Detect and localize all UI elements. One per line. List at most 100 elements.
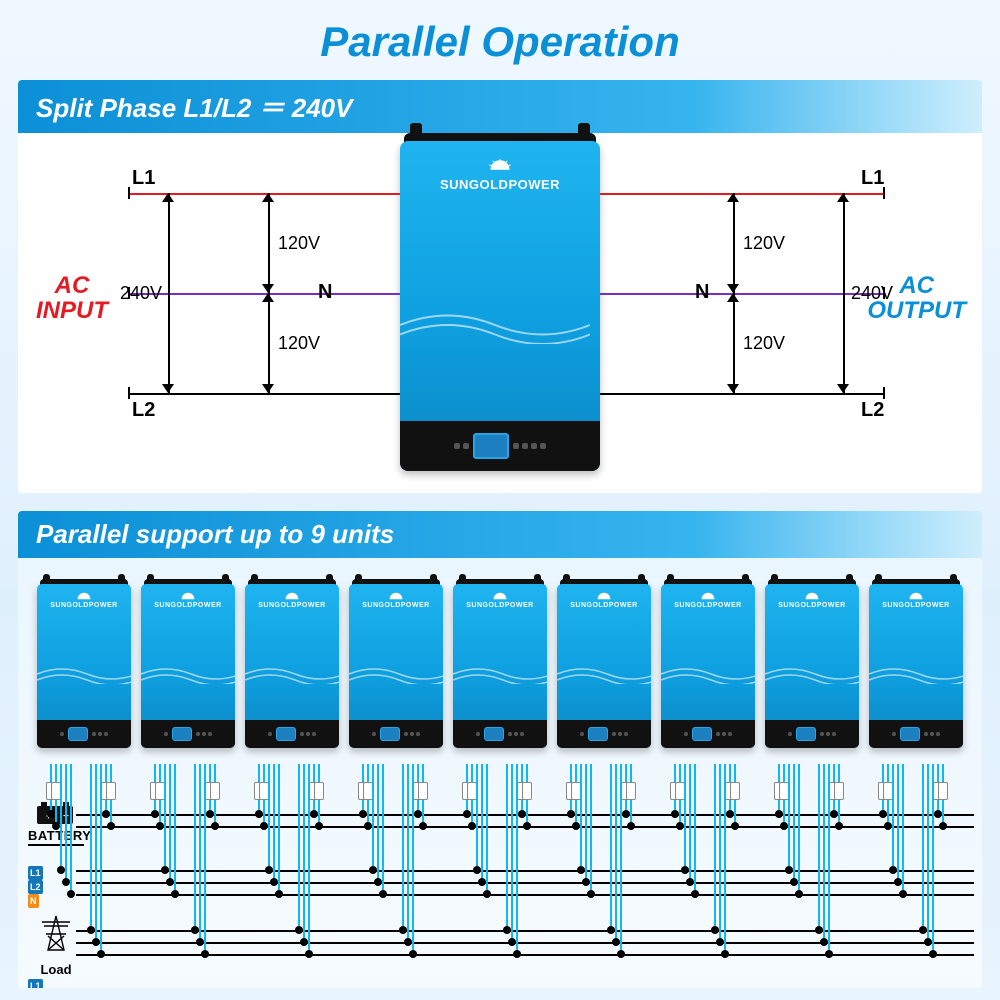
drop-wire [481, 764, 483, 882]
drop-wire [798, 764, 800, 894]
inverter-unit: SUNGOLDPOWER [141, 584, 235, 748]
wire [600, 293, 883, 295]
drop-wire [60, 764, 62, 870]
inverter-unit: SUNGOLDPOWER [245, 584, 339, 748]
wire-label: 120V [278, 333, 320, 354]
wire [733, 293, 735, 393]
wire [128, 393, 400, 395]
fuse-icon [106, 782, 116, 800]
drop-wire [159, 764, 161, 826]
load-legend: L1 L2 N [28, 979, 84, 988]
wire [268, 193, 270, 293]
drop-wire [892, 764, 894, 870]
drop-wire [377, 764, 379, 882]
wire [843, 193, 845, 393]
inverter-unit: SUNGOLDPOWER [453, 584, 547, 748]
arrow-down-icon [727, 284, 739, 293]
drop-wire [402, 764, 404, 930]
drop-wire [902, 764, 904, 894]
drop-wire [372, 764, 374, 870]
drop-wire [278, 764, 280, 894]
parallel-units-body: SUNGOLDPOWER SUNGOLDPOWER [18, 558, 982, 988]
drop-wire [471, 764, 473, 826]
drop-group [194, 764, 216, 954]
drop-group [154, 764, 176, 894]
load-label: Load [28, 962, 84, 977]
wave-decoration [400, 306, 590, 344]
drop-wire [679, 764, 681, 826]
drop-wire [719, 764, 721, 942]
page-title: Parallel Operation [0, 0, 1000, 80]
drop-wire [407, 764, 409, 942]
inverter-screen [473, 433, 509, 459]
wire [883, 387, 885, 399]
arrow-down-icon [262, 284, 274, 293]
drop-wire [615, 764, 617, 942]
drop-wire [630, 764, 632, 826]
drop-wire [273, 764, 275, 882]
wire [600, 393, 883, 395]
drop-wire [110, 764, 112, 826]
wire-label: 120V [743, 233, 785, 254]
drop-group [882, 764, 904, 894]
drop-group [362, 764, 384, 894]
arrow-up-icon [262, 193, 274, 202]
drop-group [402, 764, 424, 954]
drop-group [258, 764, 280, 894]
drop-group [570, 764, 592, 894]
wire [168, 193, 170, 393]
drop-wire [486, 764, 488, 894]
drop-wire [263, 764, 265, 826]
wire [128, 387, 130, 399]
drop-wire [511, 764, 513, 942]
drop-wire [422, 764, 424, 826]
inverter-unit: SUNGOLDPOWER [869, 584, 963, 748]
fuse-icon [418, 782, 428, 800]
wire [128, 187, 130, 199]
arrow-up-icon [727, 193, 739, 202]
inverter-unit: SUNGOLDPOWER [661, 584, 755, 748]
drop-group [506, 764, 528, 954]
drop-wire [169, 764, 171, 882]
drop-wire [575, 764, 577, 826]
split-phase-panel: Split Phase L1/L2 ＝ 240V AC INPUT AC OUT… [18, 80, 982, 493]
arrow-down-icon [162, 384, 174, 393]
inverter-unit: SUNGOLDPOWER [349, 584, 443, 748]
fuse-icon [210, 782, 220, 800]
wiring-bus-area: + − BATTERY L1 L2 N Load [18, 764, 982, 974]
drop-wire [298, 764, 300, 930]
drop-wire [684, 764, 686, 870]
drop-group [298, 764, 320, 954]
drop-wire [164, 764, 166, 870]
arrow-up-icon [162, 193, 174, 202]
drop-wire [793, 764, 795, 882]
arrow-up-icon [727, 293, 739, 302]
wire-label: L2 [861, 399, 884, 422]
drop-wire [382, 764, 384, 894]
ac-input-label: AC INPUT [36, 273, 108, 323]
wire-label: 240V [120, 283, 162, 304]
drop-wire [585, 764, 587, 882]
drop-wire [214, 764, 216, 826]
drop-wire [788, 764, 790, 870]
parallel-units-panel: Parallel support up to 9 units SUNGOLDPO… [18, 511, 982, 988]
drop-wire [70, 764, 72, 894]
inverter-unit: SUNGOLDPOWER [557, 584, 651, 748]
drop-wire [818, 764, 820, 930]
drop-wire [714, 764, 716, 930]
fuse-icon [314, 782, 324, 800]
drop-wire [942, 764, 944, 826]
wire-label: N [318, 281, 332, 304]
drop-wire [590, 764, 592, 894]
split-phase-header: Split Phase L1/L2 ＝ 240V [18, 80, 982, 133]
arrow-down-icon [262, 384, 274, 393]
inverter-main: SUNGOLDPOWER [400, 141, 600, 471]
wire [733, 193, 735, 293]
drop-group [90, 764, 112, 954]
drop-wire [823, 764, 825, 942]
drop-wire [174, 764, 176, 894]
drop-wire [95, 764, 97, 942]
drop-group [778, 764, 800, 894]
fuse-icon [938, 782, 948, 800]
bus-line [76, 954, 974, 956]
